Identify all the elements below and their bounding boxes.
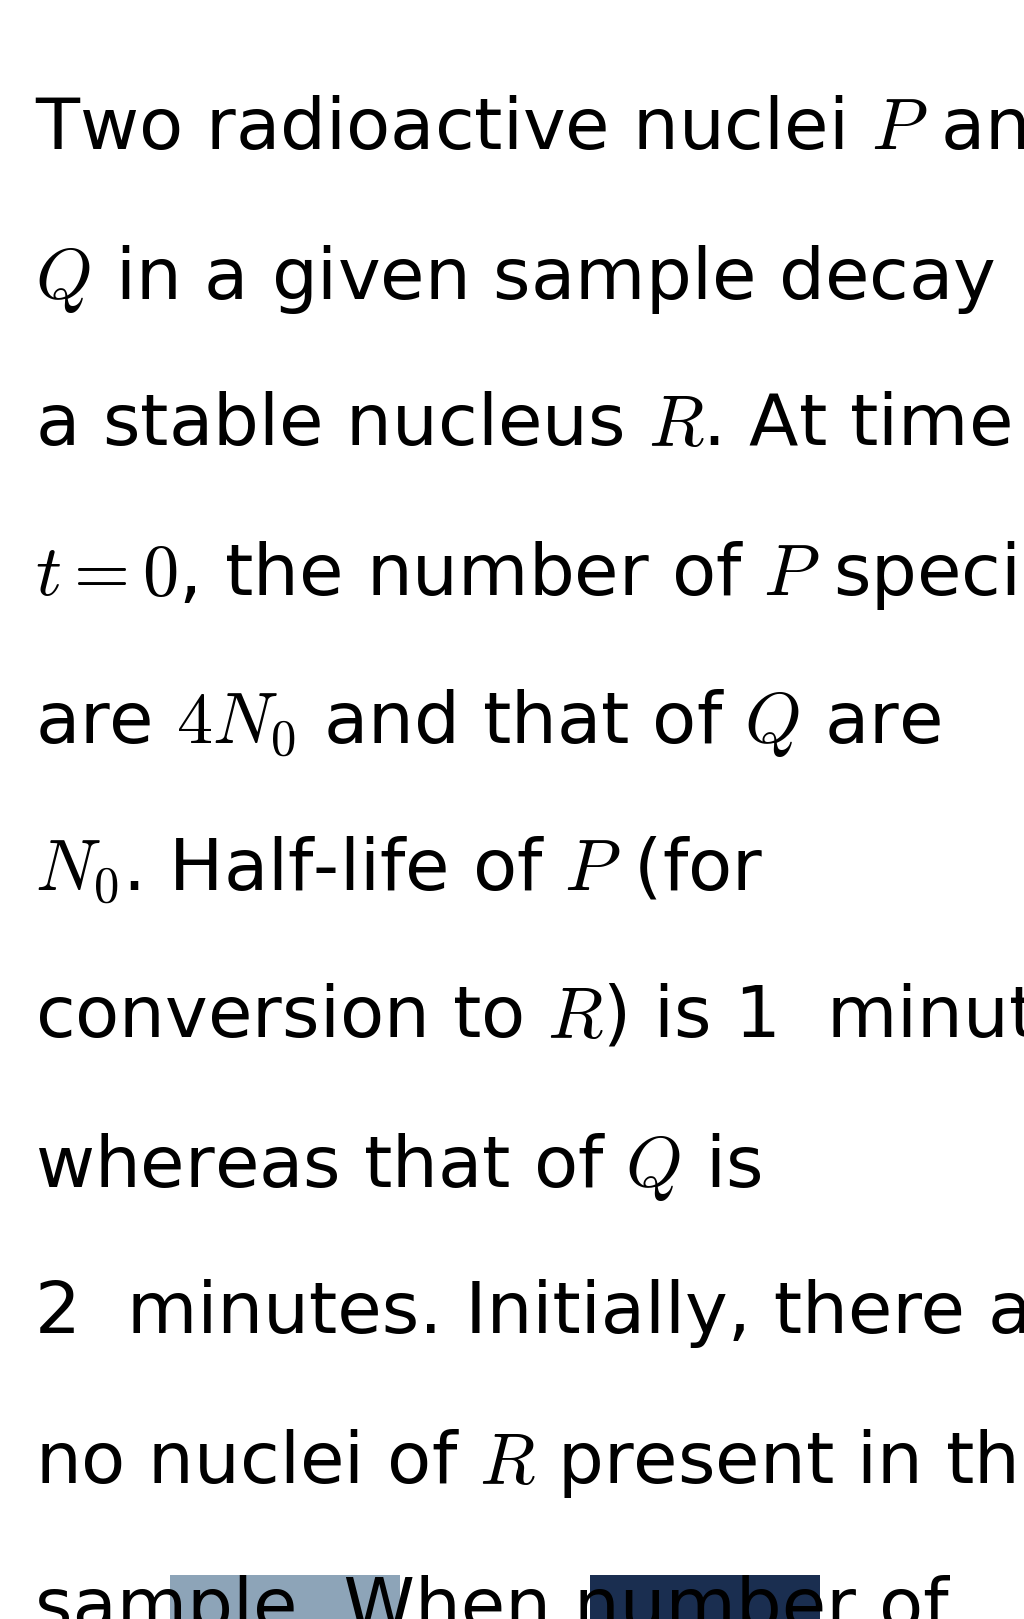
Text: sample. When number of: sample. When number of	[35, 1575, 948, 1619]
Text: no nuclei of $R$ present in the: no nuclei of $R$ present in the	[35, 1426, 1024, 1499]
Text: 2  minutes. Initially, there are: 2 minutes. Initially, there are	[35, 1279, 1024, 1349]
Text: $N_0$. Half-life of $P$ (for: $N_0$. Half-life of $P$ (for	[35, 835, 764, 907]
Text: conversion to $R$) is 1  minute: conversion to $R$) is 1 minute	[35, 983, 1024, 1052]
Text: Two radioactive nuclei $P$ and: Two radioactive nuclei $P$ and	[35, 96, 1024, 164]
Text: a stable nucleus $R$. At time: a stable nucleus $R$. At time	[35, 392, 1011, 460]
Text: whereas that of $Q$ is: whereas that of $Q$ is	[35, 1132, 762, 1203]
Text: $t = 0$, the number of $P$ species: $t = 0$, the number of $P$ species	[35, 539, 1024, 612]
Text: $Q$ in a given sample decay into: $Q$ in a given sample decay into	[35, 243, 1024, 316]
Text: are $4N_0$ and that of $Q$ are: are $4N_0$ and that of $Q$ are	[35, 686, 941, 759]
